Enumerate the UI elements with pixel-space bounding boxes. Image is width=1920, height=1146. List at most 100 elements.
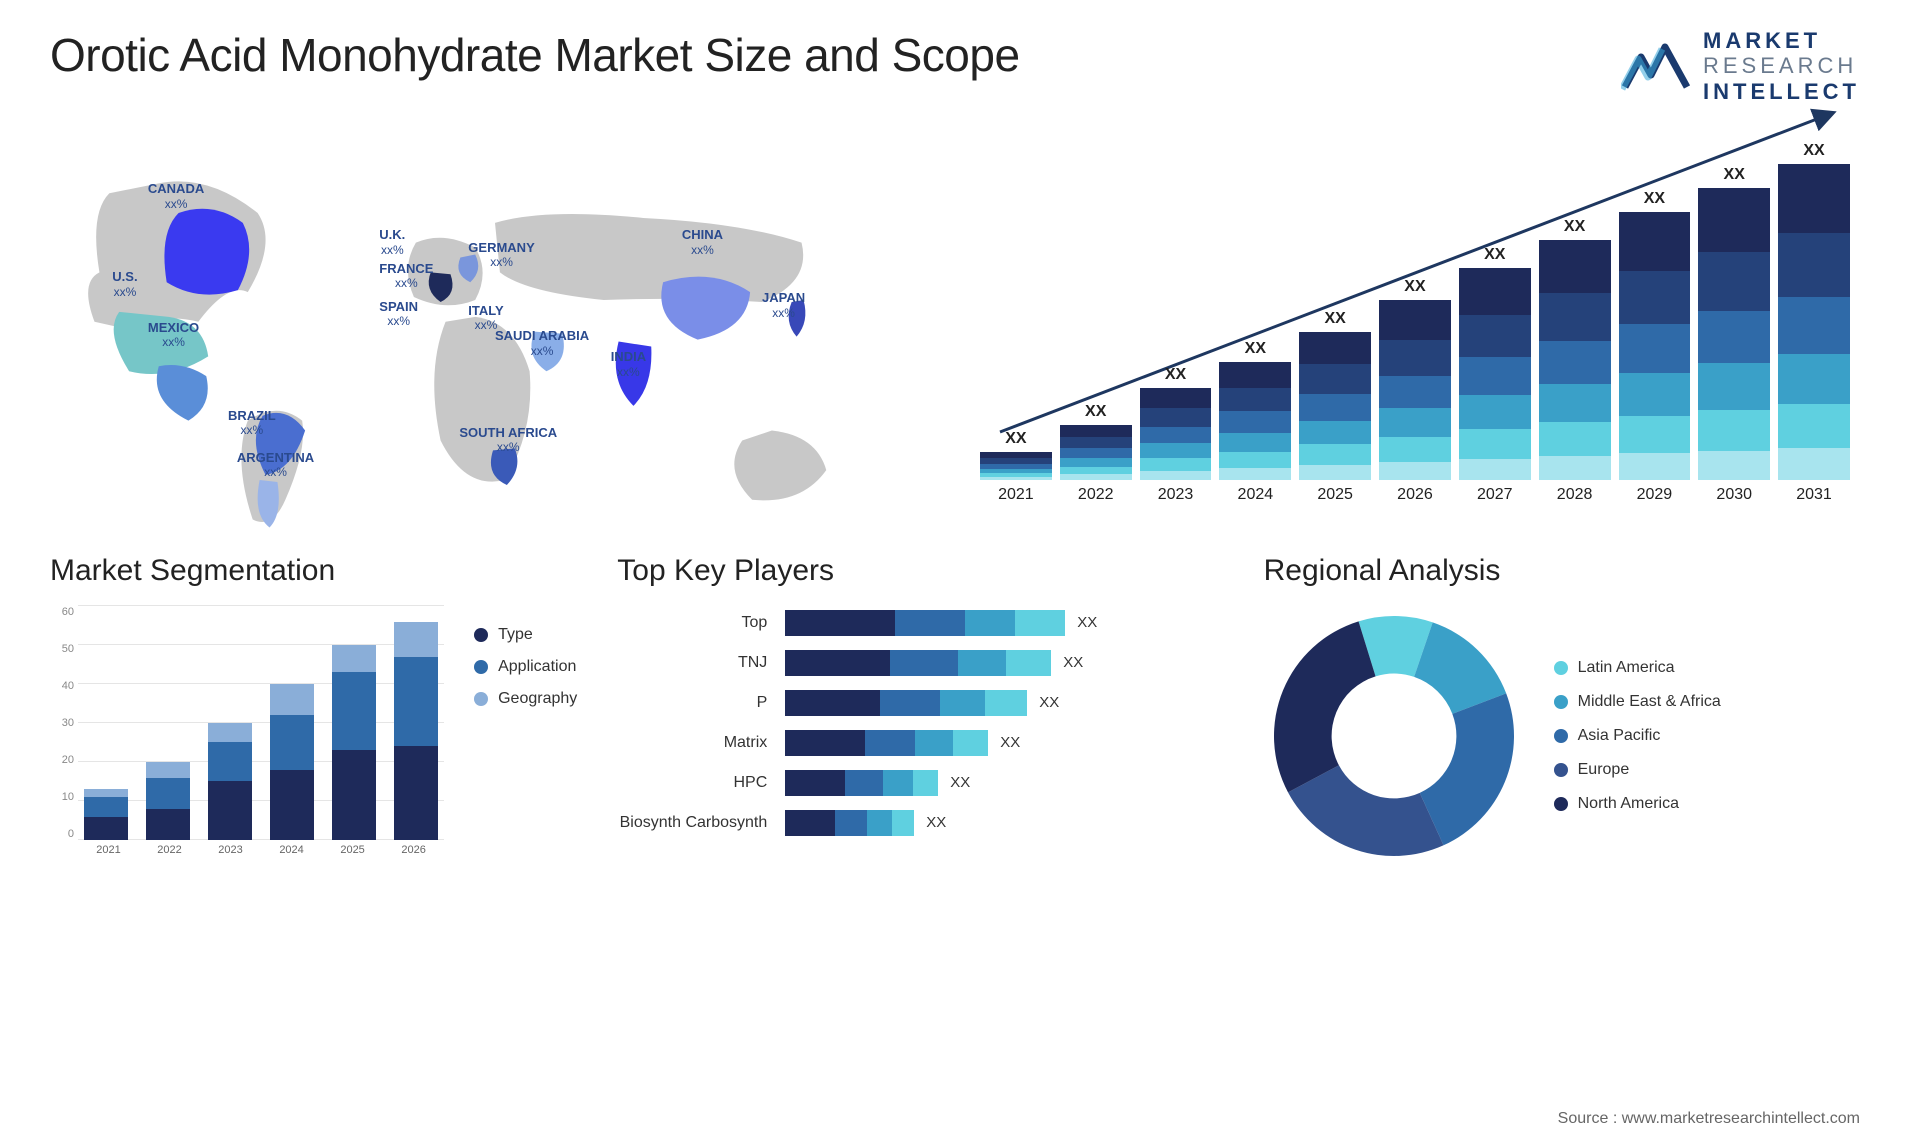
- segmentation-legend: TypeApplicationGeography: [474, 606, 577, 866]
- forecast-bar-year: 2021: [998, 486, 1034, 504]
- page-title: Orotic Acid Monohydrate Market Size and …: [50, 28, 1020, 82]
- forecast-bar: XX 2027: [1459, 246, 1531, 504]
- player-label: HPC: [617, 770, 767, 796]
- logo-line1: MARKET: [1703, 28, 1860, 53]
- forecast-bar: XX 2031: [1778, 142, 1850, 504]
- country-label: INDIAxx%: [611, 349, 646, 379]
- player-value: XX: [1077, 614, 1097, 631]
- bottom-section: Market Segmentation 0102030405060 202120…: [0, 534, 1920, 866]
- forecast-bar-year: 2031: [1796, 486, 1832, 504]
- player-bar: XX: [785, 770, 1223, 796]
- legend-item: Latin America: [1554, 659, 1721, 677]
- forecast-bar-year: 2028: [1557, 486, 1593, 504]
- forecast-bar-value: XX: [1404, 278, 1425, 296]
- donut-slice: [1419, 693, 1513, 845]
- player-bar: XX: [785, 690, 1223, 716]
- forecast-bar-year: 2022: [1078, 486, 1114, 504]
- forecast-bar: XX 2030: [1698, 166, 1770, 504]
- header: Orotic Acid Monohydrate Market Size and …: [0, 0, 1920, 114]
- legend-item: Type: [474, 626, 577, 644]
- regional-panel: Regional Analysis Latin America Middle Ea…: [1264, 554, 1870, 866]
- players-bars: XX XX XX XX XX XX: [785, 606, 1223, 836]
- country-label: BRAZILxx%: [228, 408, 276, 438]
- players-panel: Top Key Players TopTNJPMatrixHPCBiosynth…: [617, 554, 1223, 866]
- player-bar: XX: [785, 810, 1223, 836]
- segmentation-title: Market Segmentation: [50, 554, 577, 588]
- player-bar: XX: [785, 650, 1223, 676]
- players-labels: TopTNJPMatrixHPCBiosynth Carbosynth: [617, 606, 767, 836]
- forecast-bar-year: 2025: [1317, 486, 1353, 504]
- segmentation-year: 2024: [279, 844, 303, 866]
- forecast-bar-value: XX: [1724, 166, 1745, 184]
- source-attribution: Source : www.marketresearchintellect.com: [1558, 1110, 1860, 1128]
- segmentation-bar: [208, 723, 252, 840]
- player-value: XX: [1039, 694, 1059, 711]
- segmentation-bar: [332, 645, 376, 840]
- country-label: U.K.xx%: [379, 227, 405, 257]
- country-label: CANADAxx%: [148, 181, 204, 211]
- country-label: SAUDI ARABIAxx%: [495, 328, 589, 358]
- logo-line2: RESEARCH: [1703, 53, 1860, 78]
- forecast-bar: XX 2029: [1619, 190, 1691, 504]
- forecast-bar-value: XX: [1245, 340, 1266, 358]
- legend-item: Geography: [474, 690, 577, 708]
- forecast-bar: XX 2024: [1219, 340, 1291, 504]
- regional-legend: Latin America Middle East & Africa Asia Pa…: [1554, 659, 1721, 813]
- player-label: Matrix: [617, 730, 767, 756]
- forecast-bar: XX 2028: [1539, 218, 1611, 504]
- country-label: SPAINxx%: [379, 299, 418, 329]
- regional-title: Regional Analysis: [1264, 554, 1870, 588]
- country-label: JAPANxx%: [762, 290, 805, 320]
- logo-icon: [1621, 37, 1691, 95]
- country-label: ARGENTINAxx%: [237, 450, 314, 480]
- forecast-bar: XX 2026: [1379, 278, 1451, 504]
- country-label: SOUTH AFRICAxx%: [459, 425, 557, 455]
- segmentation-year: 2022: [157, 844, 181, 866]
- forecast-bar-value: XX: [1803, 142, 1824, 160]
- country-label: GERMANYxx%: [468, 240, 534, 270]
- player-value: XX: [1000, 734, 1020, 751]
- forecast-bar: XX 2025: [1299, 310, 1371, 504]
- segmentation-bar: [394, 622, 438, 840]
- forecast-chart: XX2021XX2022XX2023XX2024XX2025XX2026XX20…: [980, 114, 1870, 534]
- legend-item: Asia Pacific: [1554, 727, 1721, 745]
- forecast-bar-value: XX: [1564, 218, 1585, 236]
- forecast-bar-value: XX: [1484, 246, 1505, 264]
- forecast-bar: XX 2021: [980, 430, 1052, 504]
- forecast-bar-year: 2030: [1716, 486, 1752, 504]
- forecast-bar-year: 2029: [1637, 486, 1673, 504]
- donut-slice: [1274, 621, 1376, 792]
- player-label: TNJ: [617, 650, 767, 676]
- brand-logo: MARKET RESEARCH INTELLECT: [1621, 28, 1860, 104]
- segmentation-bar: [84, 789, 128, 840]
- forecast-bar-year: 2023: [1158, 486, 1194, 504]
- forecast-bar-year: 2024: [1238, 486, 1274, 504]
- forecast-bar-value: XX: [1165, 366, 1186, 384]
- forecast-bar-value: XX: [1005, 430, 1026, 448]
- forecast-bar-year: 2027: [1477, 486, 1513, 504]
- legend-item: North America: [1554, 795, 1721, 813]
- player-label: P: [617, 690, 767, 716]
- forecast-bar-year: 2026: [1397, 486, 1433, 504]
- player-bar: XX: [785, 610, 1223, 636]
- segmentation-year: 2023: [218, 844, 242, 866]
- player-value: XX: [1063, 654, 1083, 671]
- logo-line3: INTELLECT: [1703, 79, 1860, 104]
- segmentation-bar: [146, 762, 190, 840]
- segmentation-chart: 0102030405060 202120222023202420252026: [50, 606, 444, 866]
- country-label: CHINAxx%: [682, 227, 723, 257]
- forecast-bar-value: XX: [1644, 190, 1665, 208]
- legend-item: Middle East & Africa: [1554, 693, 1721, 711]
- regional-donut: [1264, 606, 1524, 866]
- legend-item: Europe: [1554, 761, 1721, 779]
- player-bar: XX: [785, 730, 1223, 756]
- forecast-bar: XX2022: [1060, 403, 1132, 504]
- player-label: Top: [617, 610, 767, 636]
- players-title: Top Key Players: [617, 554, 1223, 588]
- country-label: U.S.xx%: [112, 269, 137, 299]
- world-map-panel: CANADAxx% U.S.xx% MEXICOxx% BRAZILxx% ARGENT…: [50, 114, 940, 534]
- forecast-bar-value: XX: [1324, 310, 1345, 328]
- country-label: MEXICOxx%: [148, 320, 199, 350]
- segmentation-bar: [270, 684, 314, 840]
- segmentation-year: 2025: [340, 844, 364, 866]
